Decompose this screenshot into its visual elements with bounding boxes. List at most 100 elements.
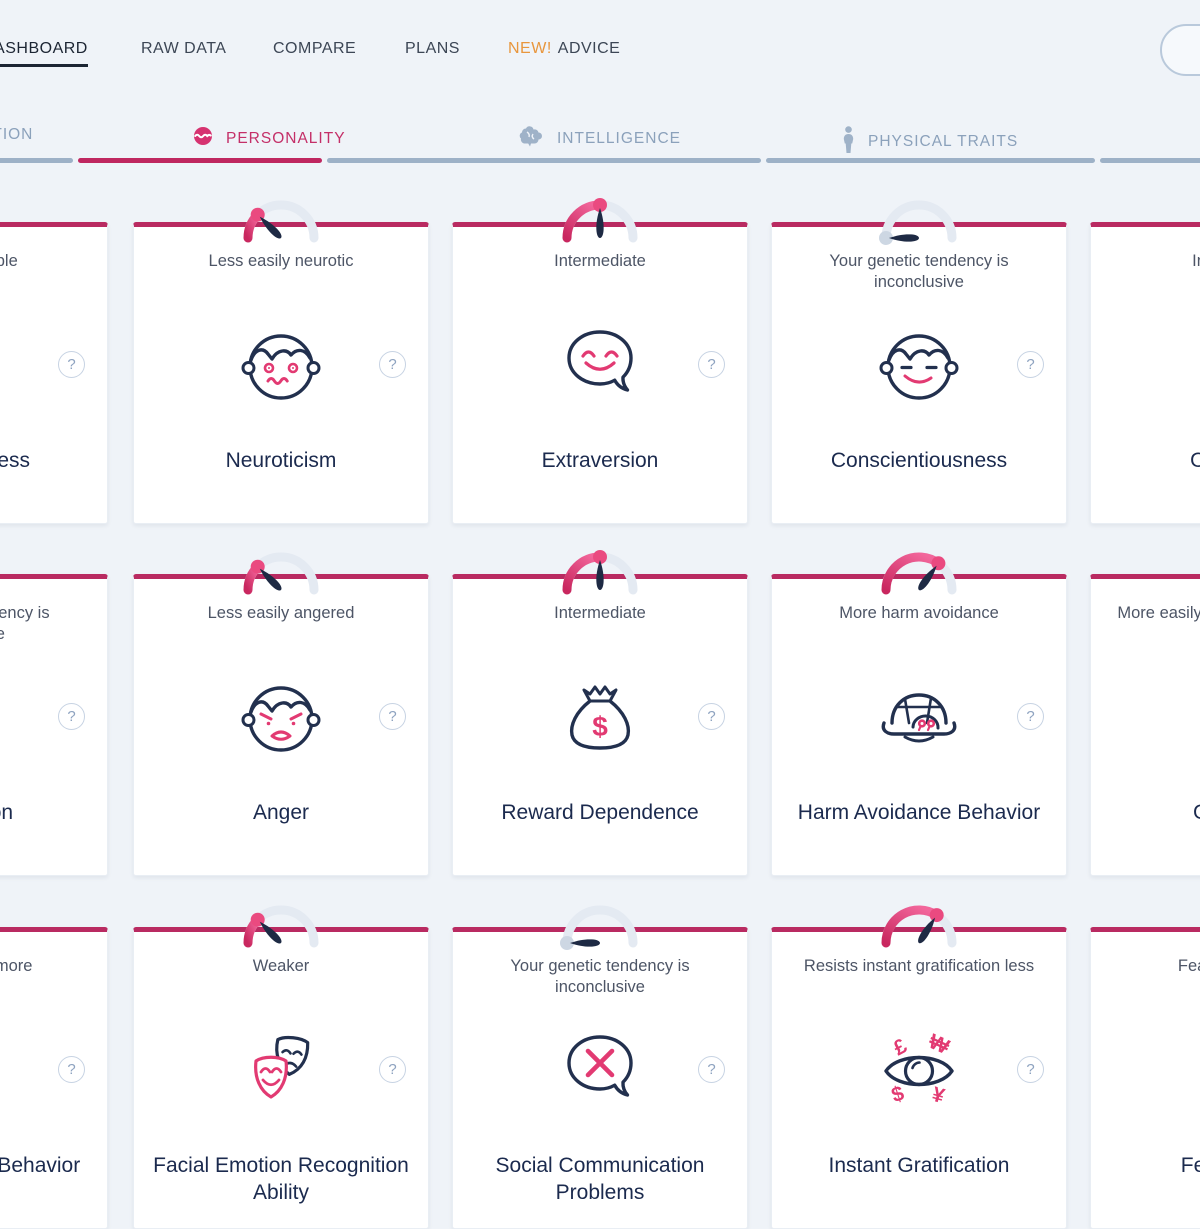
- help-button[interactable]: ?: [1017, 351, 1044, 378]
- svg-text:£: £: [890, 1034, 911, 1060]
- help-button[interactable]: ?: [58, 1056, 85, 1083]
- svg-text:$: $: [889, 1082, 908, 1108]
- trait-card[interactable]: Fears pain more ? Fear of Pain: [1090, 927, 1200, 1229]
- trait-gauge: [874, 193, 964, 251]
- tab-underline-next: [1100, 158, 1200, 163]
- trait-card[interactable]: More easily addicted to gambling ? Gambl…: [1090, 574, 1200, 876]
- trait-status: Intermediate: [554, 252, 646, 270]
- trait-title: Fear of Pain: [1180, 1154, 1200, 1177]
- help-button[interactable]: ?: [58, 351, 85, 378]
- trait-status: Your genetic tendency is inconclusive: [510, 957, 690, 996]
- trait-title: Anger: [252, 801, 310, 824]
- help-button[interactable]: ?: [698, 351, 725, 378]
- account-button[interactable]: [1160, 24, 1200, 76]
- trait-title: Novelty Seeking Behavior: [0, 1154, 81, 1177]
- help-button[interactable]: ?: [698, 703, 725, 730]
- help-button[interactable]: ?: [379, 1056, 406, 1083]
- tab-personality[interactable]: PERSONALITY: [193, 126, 346, 151]
- help-button[interactable]: ?: [379, 351, 406, 378]
- svg-text:₩: ₩: [925, 1030, 953, 1059]
- trait-title: Gambling: [1105, 799, 1200, 826]
- category-tabbar: NUTRITION PERSONALITY INTELLIGENCE PHYSI…: [0, 108, 1200, 168]
- svg-text:¥: ¥: [929, 1083, 947, 1108]
- trait-card[interactable]: Your genetic tendency is inconclusive ? …: [771, 200, 1067, 524]
- trait-title: Depression: [0, 801, 14, 824]
- trait-status: More harm avoidance: [839, 604, 999, 622]
- trait-status: Less easily neurotic: [208, 252, 354, 270]
- nav-advice[interactable]: NEW! ADVICE: [508, 40, 620, 58]
- svg-text:$: $: [592, 711, 608, 742]
- tab-personality-label: PERSONALITY: [226, 129, 346, 147]
- nav-dashboard[interactable]: DASHBOARD: [0, 40, 88, 67]
- nav-raw-data[interactable]: RAW DATA: [141, 40, 227, 57]
- new-badge: NEW!: [508, 40, 552, 57]
- trait-card[interactable]: Seeks novelty more ? Novelty Seeking Beh…: [0, 927, 108, 1229]
- tab-intelligence[interactable]: INTELLIGENCE: [518, 126, 681, 152]
- help-button[interactable]: ?: [1017, 1056, 1044, 1083]
- trait-status: More agreeable: [0, 252, 18, 270]
- tab-nutrition[interactable]: NUTRITION: [0, 126, 33, 144]
- trait-card[interactable]: Your genetic tendency is inconclusive ? …: [452, 905, 748, 1229]
- smiling-speech-bubble-icon: [550, 311, 650, 411]
- trait-gauge: [236, 193, 326, 251]
- trait-card[interactable]: More agreeable ? Agreeableness: [0, 222, 108, 524]
- rain-cloud-icon: [0, 663, 10, 763]
- compass-icon: [0, 1016, 10, 1116]
- tab-intelligence-label: INTELLIGENCE: [557, 130, 681, 147]
- tab-physical-traits-label: PHYSICAL TRAITS: [868, 133, 1019, 150]
- trait-title: Conscientiousness: [830, 449, 1008, 472]
- nav-advice-label: ADVICE: [557, 40, 621, 57]
- help-button[interactable]: ?: [1017, 703, 1044, 730]
- turtle-icon: [869, 663, 969, 763]
- trait-gauge: [555, 545, 645, 603]
- trait-card[interactable]: Intermediate ? Openness: [1090, 222, 1200, 524]
- trait-card[interactable]: Weaker ? Facial Emotion Recognition Abil…: [133, 905, 429, 1229]
- trait-title: Agreeableness: [0, 449, 31, 472]
- trait-status: Intermediate: [1192, 252, 1200, 270]
- trait-status: Your genetic tendency is inconclusive: [0, 604, 50, 643]
- trait-gauge: [1193, 545, 1200, 603]
- trait-gauge: [236, 898, 326, 956]
- trait-card[interactable]: Your genetic tendency is inconclusive ? …: [0, 574, 108, 876]
- trait-card[interactable]: Intermediate ? Extraversion: [452, 198, 748, 524]
- tab-underline-intelligence: [327, 158, 761, 163]
- trait-gauge: [0, 898, 5, 956]
- trait-status: Resists instant gratification less: [803, 957, 1035, 975]
- trait-title: Extraversion: [541, 449, 659, 472]
- trait-status: Less easily angered: [207, 604, 355, 622]
- trait-title: Instant Gratification: [828, 1154, 1010, 1177]
- trait-card[interactable]: More harm avoidance ? Harm Avoidance Beh…: [771, 552, 1067, 876]
- trait-status: Intermediate: [554, 604, 646, 622]
- neurotic-face-icon: [231, 311, 331, 411]
- nav-compare[interactable]: COMPARE: [273, 40, 357, 57]
- top-nav: DASHBOARD RAW DATA COMPARE PLANS NEW! ADV…: [0, 0, 1200, 96]
- tab-underline-physical: [766, 158, 1095, 163]
- lightning-bolt-icon: [1188, 1016, 1200, 1116]
- trait-gauge: [874, 545, 964, 603]
- help-button[interactable]: ?: [379, 703, 406, 730]
- trait-status: Your genetic tendency is inconclusive: [829, 252, 1009, 291]
- trait-card[interactable]: Less easily angered ? Anger: [133, 552, 429, 876]
- tab-physical-traits[interactable]: PHYSICAL TRAITS: [842, 126, 1018, 158]
- trait-gauge: [555, 898, 645, 956]
- trait-title: Reward Dependence: [501, 801, 699, 824]
- open-door-icon: [1188, 311, 1200, 411]
- trait-gauge: [1193, 898, 1200, 956]
- tab-underline-personality: [78, 158, 322, 163]
- trait-gauge: [0, 545, 5, 603]
- tab-underline-nutrition: [0, 158, 73, 163]
- trait-status: Seeks novelty more: [0, 957, 33, 975]
- trait-card[interactable]: Less easily neurotic ? Neuroticism: [133, 200, 429, 524]
- eye-currency-icon: £ ₩ $ ¥: [869, 1016, 969, 1116]
- trait-card[interactable]: Intermediate ? $ Reward Dependence: [452, 550, 748, 876]
- trait-gauge: [874, 898, 964, 956]
- help-button[interactable]: ?: [58, 703, 85, 730]
- trait-gauge: [0, 193, 5, 251]
- trait-status: Fears pain more: [1177, 957, 1200, 975]
- dice-icon: [1188, 663, 1200, 763]
- nav-plans[interactable]: PLANS: [405, 40, 460, 57]
- help-button[interactable]: ?: [698, 1056, 725, 1083]
- trait-gauge: [236, 545, 326, 603]
- content-boy-face-icon: [869, 311, 969, 411]
- trait-card[interactable]: Resists instant gratification less ? £ ₩…: [771, 905, 1067, 1229]
